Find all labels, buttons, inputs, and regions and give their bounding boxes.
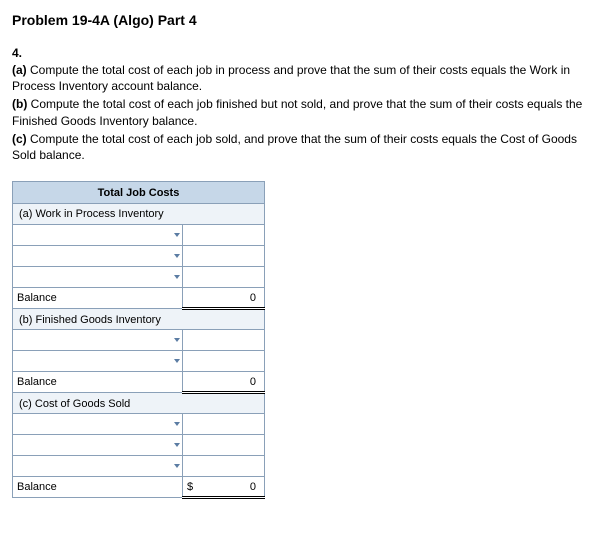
cost-table: Total Job Costs (a) Work in Process Inve… bbox=[12, 181, 265, 499]
wip-job-cost-3[interactable] bbox=[183, 267, 265, 288]
prompt-c-text: Compute the total cost of each job sold,… bbox=[12, 132, 577, 162]
dollar-sign: $ bbox=[187, 481, 193, 493]
prompt-a: (a) Compute the total cost of each job i… bbox=[12, 62, 604, 94]
fg-job-cost-2[interactable] bbox=[183, 351, 265, 372]
cogs-job-select-2[interactable] bbox=[13, 435, 183, 456]
section-c-header: (c) Cost of Goods Sold bbox=[13, 393, 265, 414]
prompt-c: (c) Compute the total cost of each job s… bbox=[12, 131, 604, 163]
balance-c-amount: 0 bbox=[250, 481, 256, 493]
table-header: Total Job Costs bbox=[13, 182, 265, 204]
balance-c-value: $ 0 bbox=[183, 477, 265, 498]
balance-b-value: 0 bbox=[183, 372, 265, 393]
cost-table-wrap: Total Job Costs (a) Work in Process Inve… bbox=[12, 181, 604, 499]
wip-job-cost-2[interactable] bbox=[183, 246, 265, 267]
wip-job-select-2[interactable] bbox=[13, 246, 183, 267]
balance-c-label: Balance bbox=[13, 477, 183, 498]
prompt-b: (b) Compute the total cost of each job f… bbox=[12, 96, 604, 128]
prompt-a-label: (a) bbox=[12, 63, 27, 77]
prompt-b-label: (b) bbox=[12, 97, 27, 111]
problem-title: Problem 19-4A (Algo) Part 4 bbox=[12, 12, 604, 28]
cogs-job-cost-1[interactable] bbox=[183, 414, 265, 435]
fg-job-cost-1[interactable] bbox=[183, 330, 265, 351]
cogs-job-cost-2[interactable] bbox=[183, 435, 265, 456]
prompt-a-text: Compute the total cost of each job in pr… bbox=[12, 63, 570, 93]
cogs-job-select-3[interactable] bbox=[13, 456, 183, 477]
balance-a-value: 0 bbox=[183, 288, 265, 309]
fg-job-select-2[interactable] bbox=[13, 351, 183, 372]
wip-job-select-1[interactable] bbox=[13, 225, 183, 246]
cogs-job-select-1[interactable] bbox=[13, 414, 183, 435]
prompt-b-text: Compute the total cost of each job finis… bbox=[12, 97, 582, 127]
wip-job-cost-1[interactable] bbox=[183, 225, 265, 246]
cogs-job-cost-3[interactable] bbox=[183, 456, 265, 477]
balance-a-label: Balance bbox=[13, 288, 183, 309]
fg-job-select-1[interactable] bbox=[13, 330, 183, 351]
question-number: 4. bbox=[12, 46, 604, 60]
prompt-c-label: (c) bbox=[12, 132, 27, 146]
section-a-header: (a) Work in Process Inventory bbox=[13, 204, 265, 225]
section-b-header: (b) Finished Goods Inventory bbox=[13, 309, 265, 330]
balance-b-label: Balance bbox=[13, 372, 183, 393]
wip-job-select-3[interactable] bbox=[13, 267, 183, 288]
